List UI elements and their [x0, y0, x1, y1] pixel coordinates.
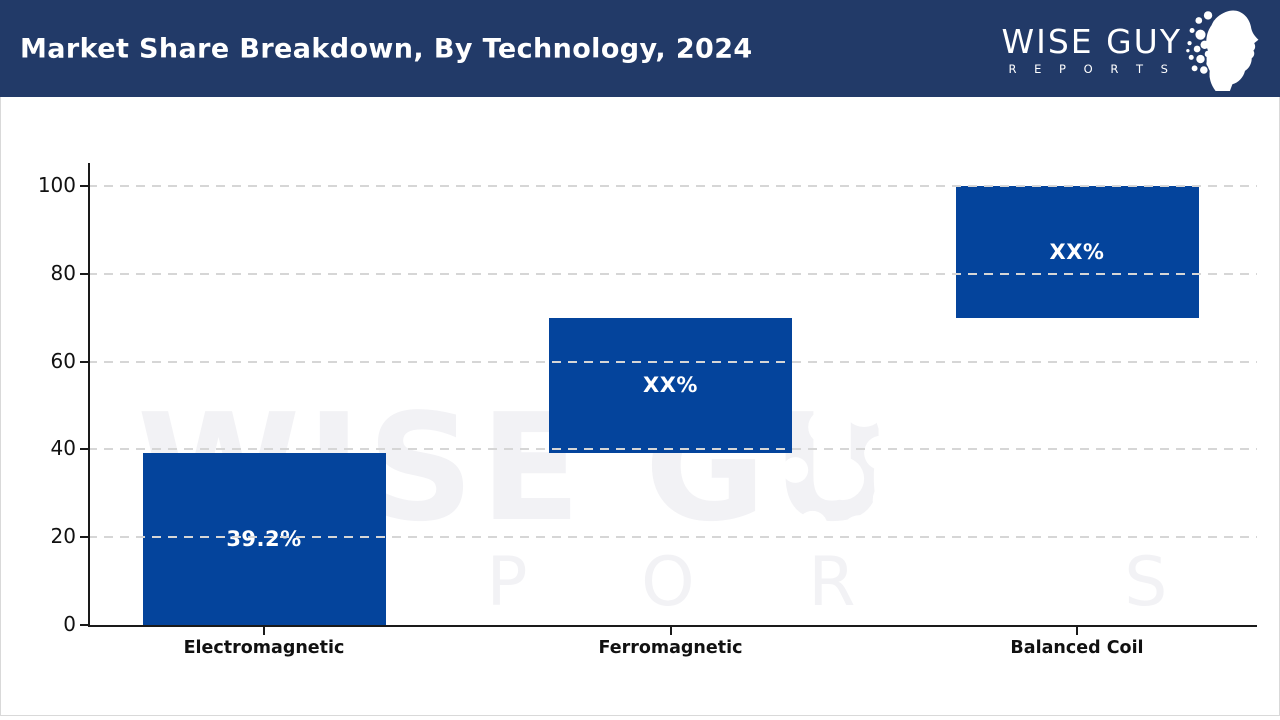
brand-subtitle: R E P O R T S	[1008, 62, 1175, 76]
brand-face-icon	[1186, 10, 1259, 91]
header-bar: Market Share Breakdown, By Technology, 2…	[0, 0, 1280, 97]
brand-name: WISE GUY	[1001, 22, 1182, 61]
watermark-face-icon	[769, 229, 1140, 642]
brand-logo-text: WISE GUY R E P O R T S	[1001, 22, 1182, 76]
page-title: Market Share Breakdown, By Technology, 2…	[20, 33, 753, 64]
brand-logo: WISE GUY R E P O R T S	[1001, 4, 1266, 94]
